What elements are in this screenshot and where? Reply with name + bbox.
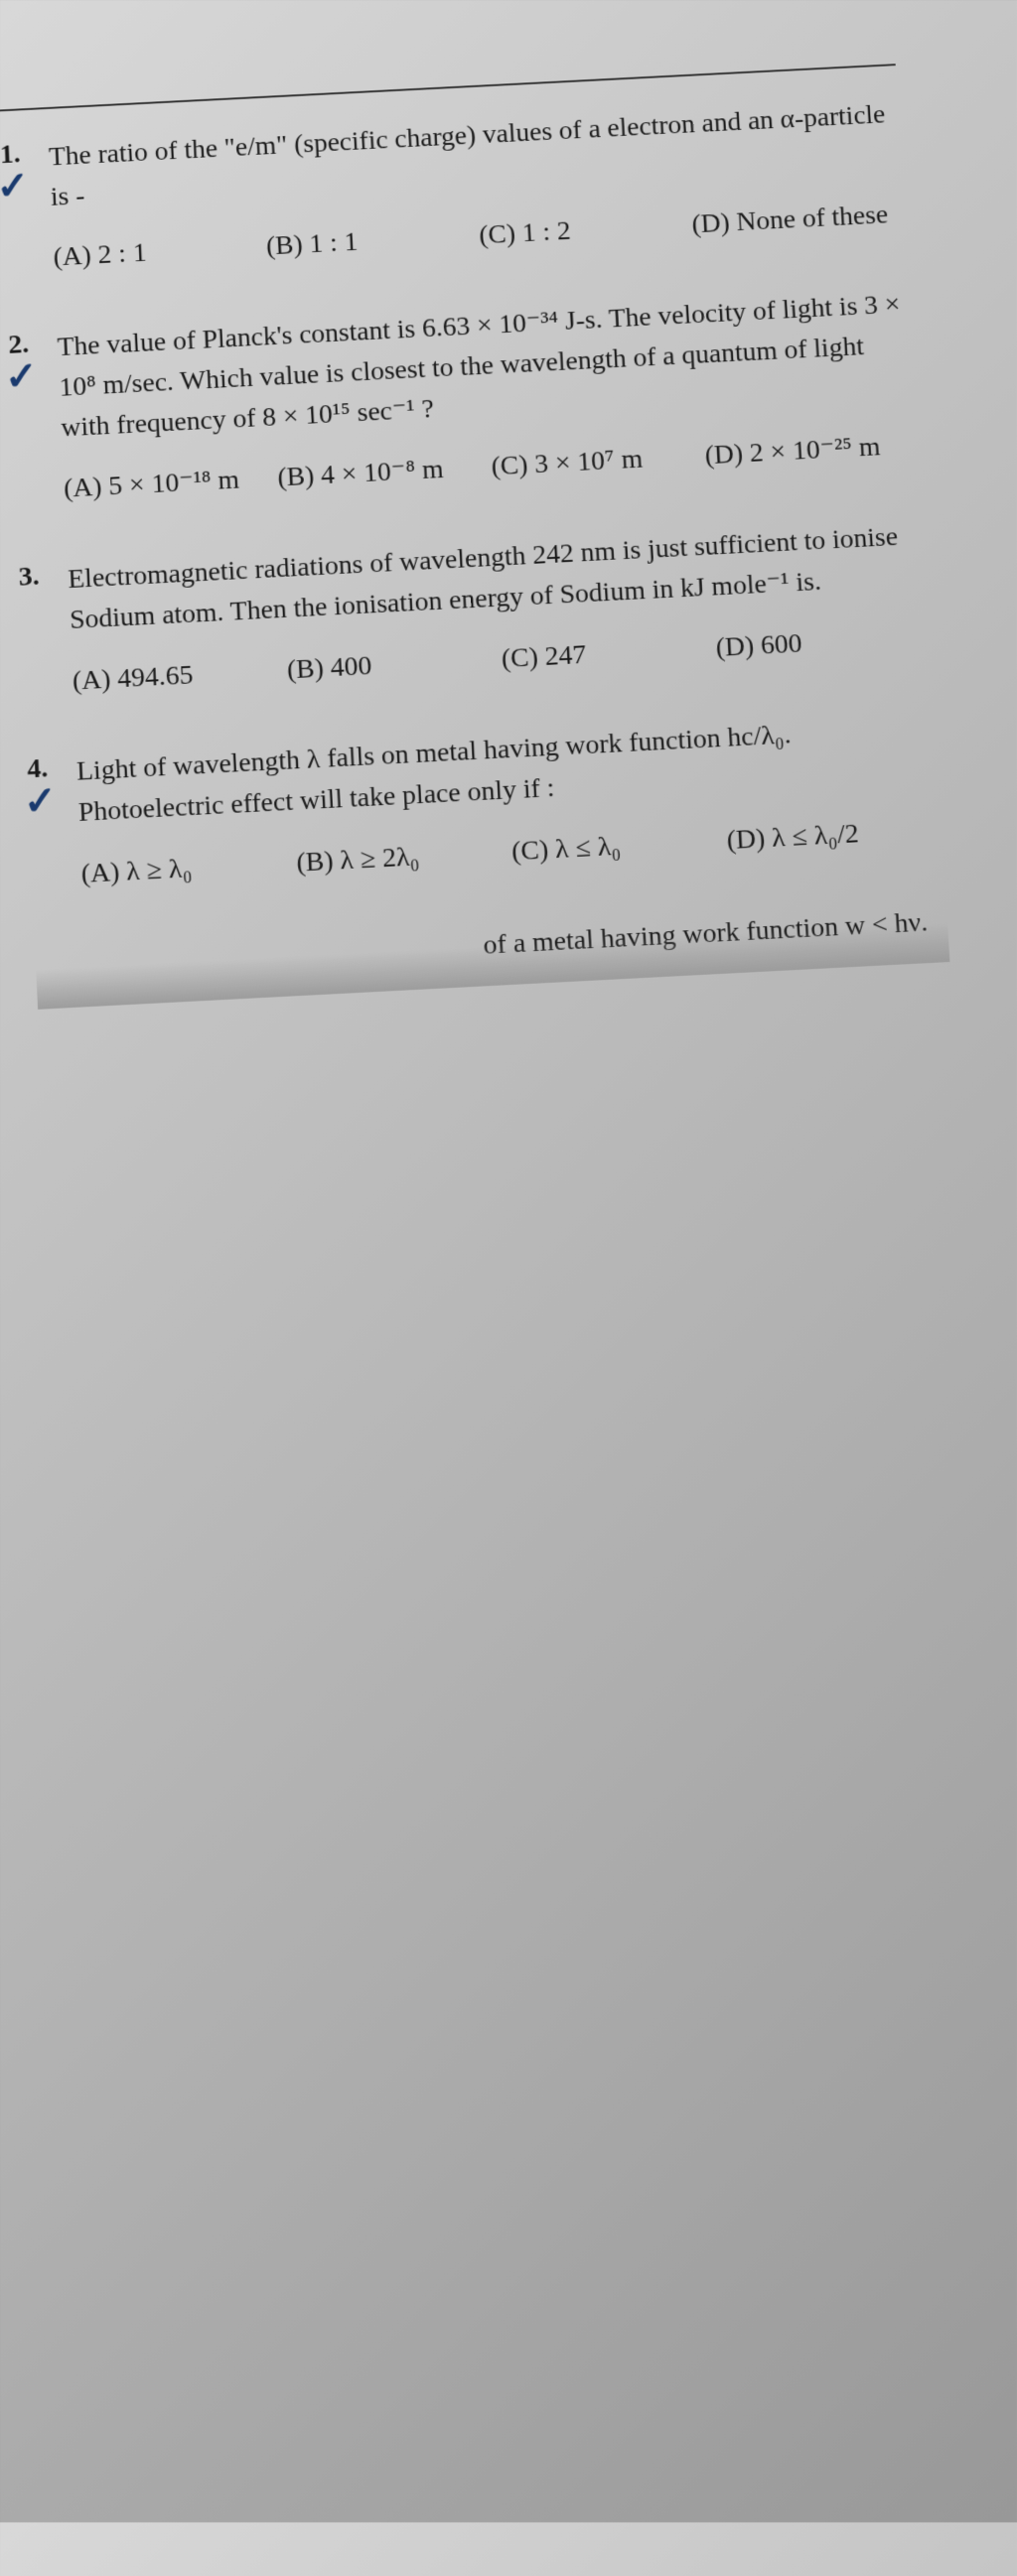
exam-page: 1. ✓ The ratio of the "e/m" (specific ch… — [0, 44, 973, 1079]
option-b: (B) 400 — [286, 638, 495, 693]
checkmark-icon: ✓ — [4, 352, 39, 399]
option-a: (A) 2 : 1 — [53, 226, 259, 280]
option-c: (C) 247 — [501, 627, 709, 681]
question-4: 4. ✓ Light of wavelength λ falls on meta… — [27, 708, 944, 900]
question-text: The value of Planck's constant is 6.63 ×… — [57, 284, 917, 449]
option-a: (A) λ ≥ λ₀ — [80, 843, 289, 897]
option-c: (C) 3 × 10⁷ m — [491, 435, 698, 488]
question-3: 3. Electromagnetic radiations of wavelen… — [18, 515, 932, 706]
checkmark-icon: ✓ — [0, 163, 30, 209]
option-d: (D) 2 × 10⁻²⁵ m — [704, 424, 921, 478]
question-number: 3. — [18, 561, 40, 593]
option-a: (A) 5 × 10⁻¹⁸ m — [63, 458, 270, 511]
option-d: (D) 600 — [715, 615, 932, 670]
partial-question: of a metal having work function w < hν. — [35, 901, 949, 1010]
checkmark-icon: ✓ — [23, 777, 58, 825]
option-d: (D) λ ≤ λ₀/2 — [726, 809, 944, 864]
option-c: (C) 1 : 2 — [478, 204, 684, 258]
option-b: (B) 1 : 1 — [265, 215, 472, 269]
option-b: (B) 4 × 10⁻⁸ m — [276, 447, 484, 500]
option-b: (B) λ ≥ 2λ₀ — [296, 832, 505, 886]
option-d: (D) None of these — [690, 194, 906, 247]
question-1: 1. ✓ The ratio of the "e/m" (specific ch… — [0, 94, 906, 282]
question-2: 2. ✓ The value of Planck's constant is 6… — [8, 284, 920, 514]
option-a: (A) 494.65 — [72, 649, 279, 704]
cutoff-text: of a metal having work function w < hν. — [84, 902, 929, 988]
option-c: (C) λ ≤ λ₀ — [510, 820, 719, 875]
